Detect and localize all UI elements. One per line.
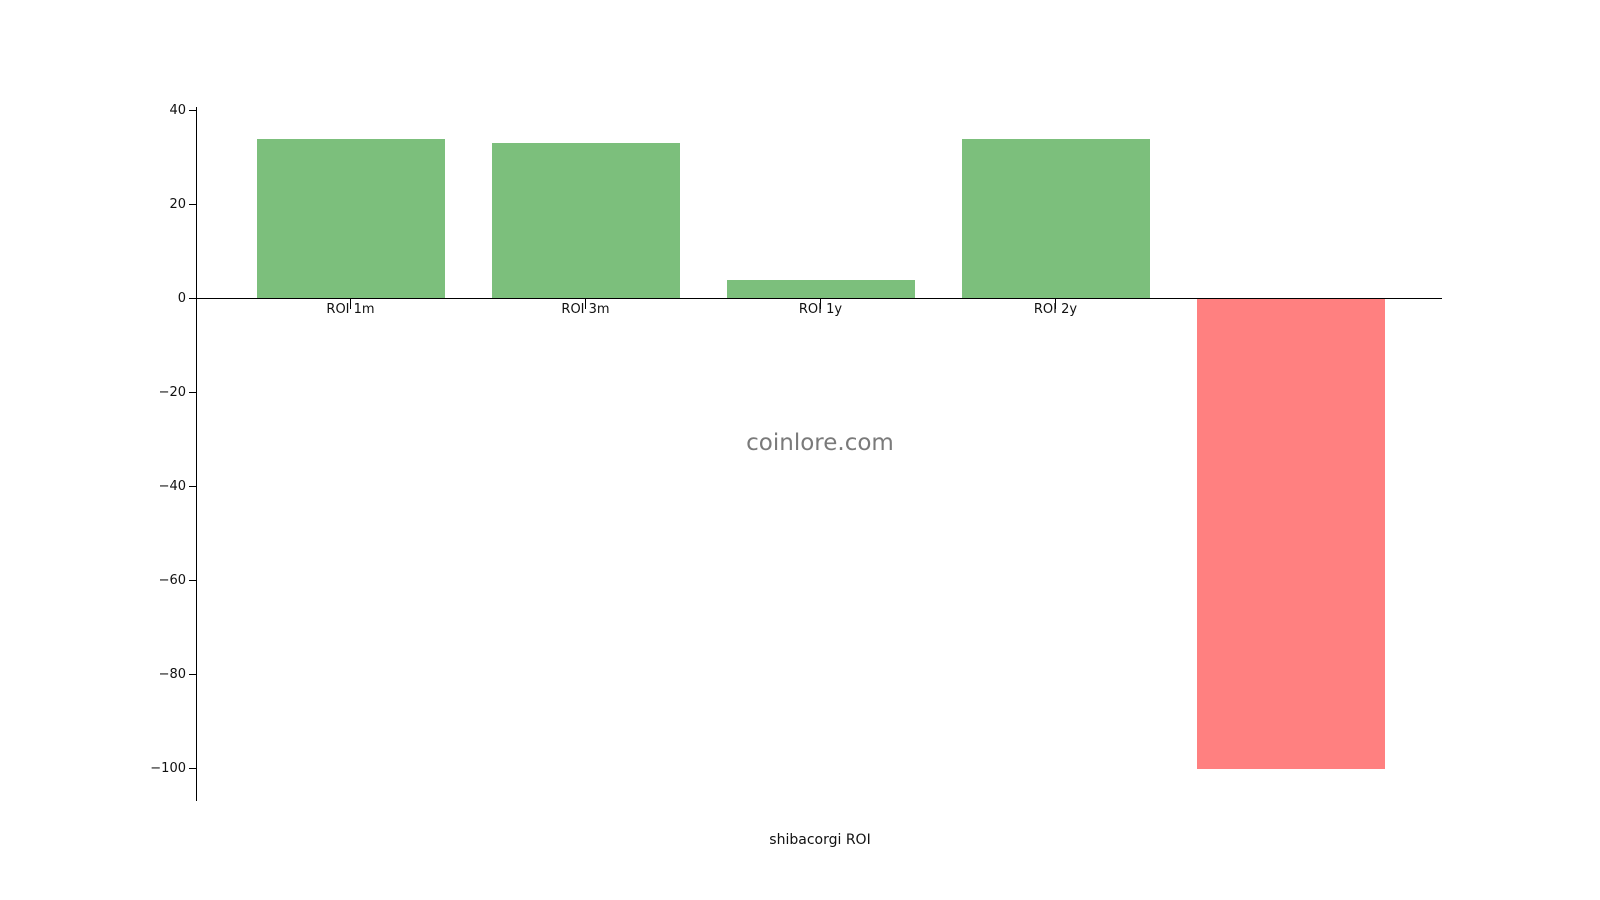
y-tick	[189, 204, 196, 206]
bar-roi-2y	[961, 138, 1150, 299]
y-tick-label: −40	[158, 478, 186, 494]
chart-title: shibacorgi ROI	[769, 832, 871, 848]
y-tick	[189, 768, 196, 770]
x-axis-zero-line	[197, 297, 1442, 300]
y-tick-label: −80	[158, 666, 186, 682]
y-tick	[189, 486, 196, 488]
watermark: coinlore.com	[746, 430, 894, 456]
bar-unlabeled	[1196, 299, 1385, 769]
x-tick-label: ROI 1m	[326, 301, 375, 317]
x-tick	[1055, 298, 1057, 309]
y-axis-spine	[196, 107, 198, 801]
y-tick	[189, 110, 196, 112]
y-tick-label: −20	[158, 384, 186, 400]
y-tick-label: −100	[150, 760, 186, 776]
x-tick	[585, 298, 587, 309]
y-tick	[189, 392, 196, 394]
x-tick	[820, 298, 822, 309]
y-tick	[189, 580, 196, 582]
y-tick-label: 40	[169, 102, 186, 118]
bar-roi-1y	[726, 279, 915, 299]
y-tick-label: 20	[169, 196, 186, 212]
bar-roi-3m	[491, 143, 680, 299]
y-tick-label: −60	[158, 572, 186, 588]
y-tick	[189, 298, 196, 300]
y-tick	[189, 674, 196, 676]
x-tick-label: ROI 3m	[561, 301, 610, 317]
x-tick	[350, 298, 352, 309]
bar-roi-1m	[256, 138, 445, 299]
x-tick-label: ROI 1y	[798, 301, 843, 317]
y-tick-label: 0	[177, 290, 186, 306]
x-tick-label: ROI 2y	[1033, 301, 1078, 317]
